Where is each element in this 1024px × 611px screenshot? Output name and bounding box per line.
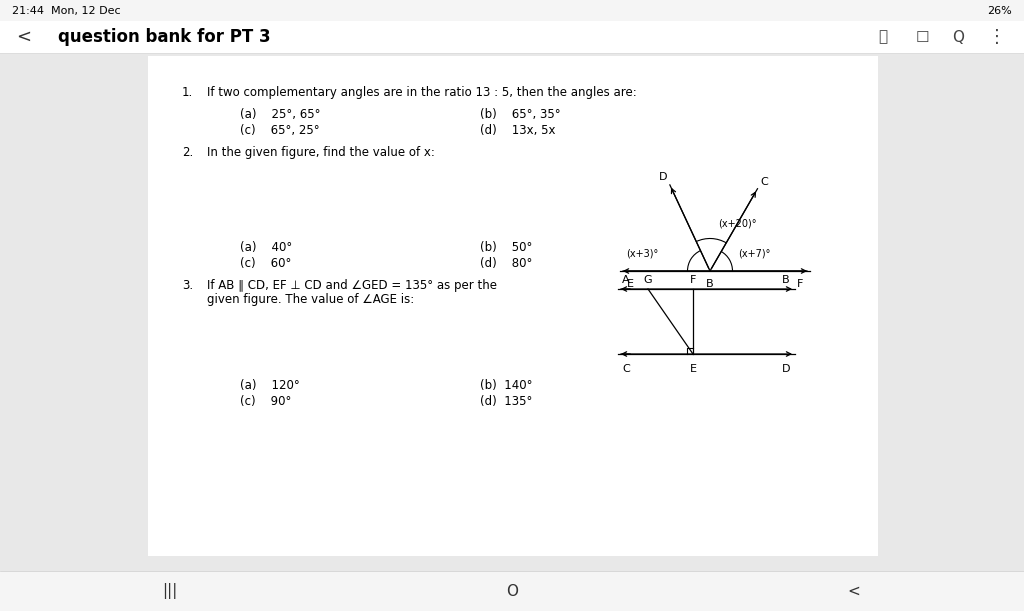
Text: |||: ||| — [163, 583, 178, 599]
Text: (b)    65°, 35°: (b) 65°, 35° — [480, 108, 560, 121]
Text: (c)    65°, 25°: (c) 65°, 25° — [240, 124, 319, 137]
Text: G: G — [644, 275, 652, 285]
Text: D: D — [781, 364, 791, 374]
Text: (d)    13x, 5x: (d) 13x, 5x — [480, 124, 555, 137]
Bar — [0, 571, 1024, 611]
Text: B: B — [707, 279, 714, 289]
Text: Q: Q — [952, 29, 964, 45]
Text: 1.: 1. — [182, 86, 194, 99]
Text: ☐: ☐ — [916, 29, 930, 45]
Text: In the given figure, find the value of x:: In the given figure, find the value of x… — [207, 146, 435, 159]
Text: given figure. The value of ∠AGE is:: given figure. The value of ∠AGE is: — [207, 293, 415, 306]
Text: (b)  140°: (b) 140° — [480, 379, 532, 392]
Text: ⋮: ⋮ — [988, 28, 1006, 46]
Text: F: F — [690, 275, 696, 285]
Bar — [0, 0, 1024, 21]
Text: (d)  135°: (d) 135° — [480, 395, 532, 408]
Text: A: A — [623, 275, 630, 285]
Text: <: < — [848, 584, 860, 599]
Text: (x+3)°: (x+3)° — [626, 249, 658, 259]
Text: 21:44  Mon, 12 Dec: 21:44 Mon, 12 Dec — [12, 6, 121, 16]
Text: (d)    80°: (d) 80° — [480, 257, 532, 270]
Text: (a)    40°: (a) 40° — [240, 241, 292, 254]
Text: (a)    120°: (a) 120° — [240, 379, 300, 392]
Text: <: < — [16, 28, 31, 46]
Text: (c)    90°: (c) 90° — [240, 395, 292, 408]
Text: (a)    25°, 65°: (a) 25°, 65° — [240, 108, 321, 121]
Text: D: D — [659, 172, 668, 182]
Text: question bank for PT 3: question bank for PT 3 — [58, 28, 270, 46]
Text: E: E — [689, 364, 696, 374]
Text: (x+7)°: (x+7)° — [738, 249, 770, 259]
Bar — [0, 21, 1024, 53]
Text: C: C — [761, 177, 768, 187]
Text: (b)    50°: (b) 50° — [480, 241, 532, 254]
Text: 3.: 3. — [182, 279, 194, 292]
Text: ⎓: ⎓ — [878, 29, 887, 45]
Text: 26%: 26% — [987, 6, 1012, 16]
Text: (x+20)°: (x+20)° — [718, 219, 757, 229]
Bar — [148, 56, 878, 556]
Text: O: O — [506, 584, 518, 599]
Text: B: B — [782, 275, 790, 285]
Text: 2.: 2. — [182, 146, 194, 159]
Text: (c)    60°: (c) 60° — [240, 257, 292, 270]
Text: If two complementary angles are in the ratio 13 : 5, then the angles are:: If two complementary angles are in the r… — [207, 86, 637, 99]
Text: C: C — [623, 364, 630, 374]
Text: F: F — [797, 279, 803, 289]
Text: If AB ∥ CD, EF ⊥ CD and ∠GED = 135° as per the: If AB ∥ CD, EF ⊥ CD and ∠GED = 135° as p… — [207, 279, 497, 292]
Text: E: E — [627, 279, 634, 289]
